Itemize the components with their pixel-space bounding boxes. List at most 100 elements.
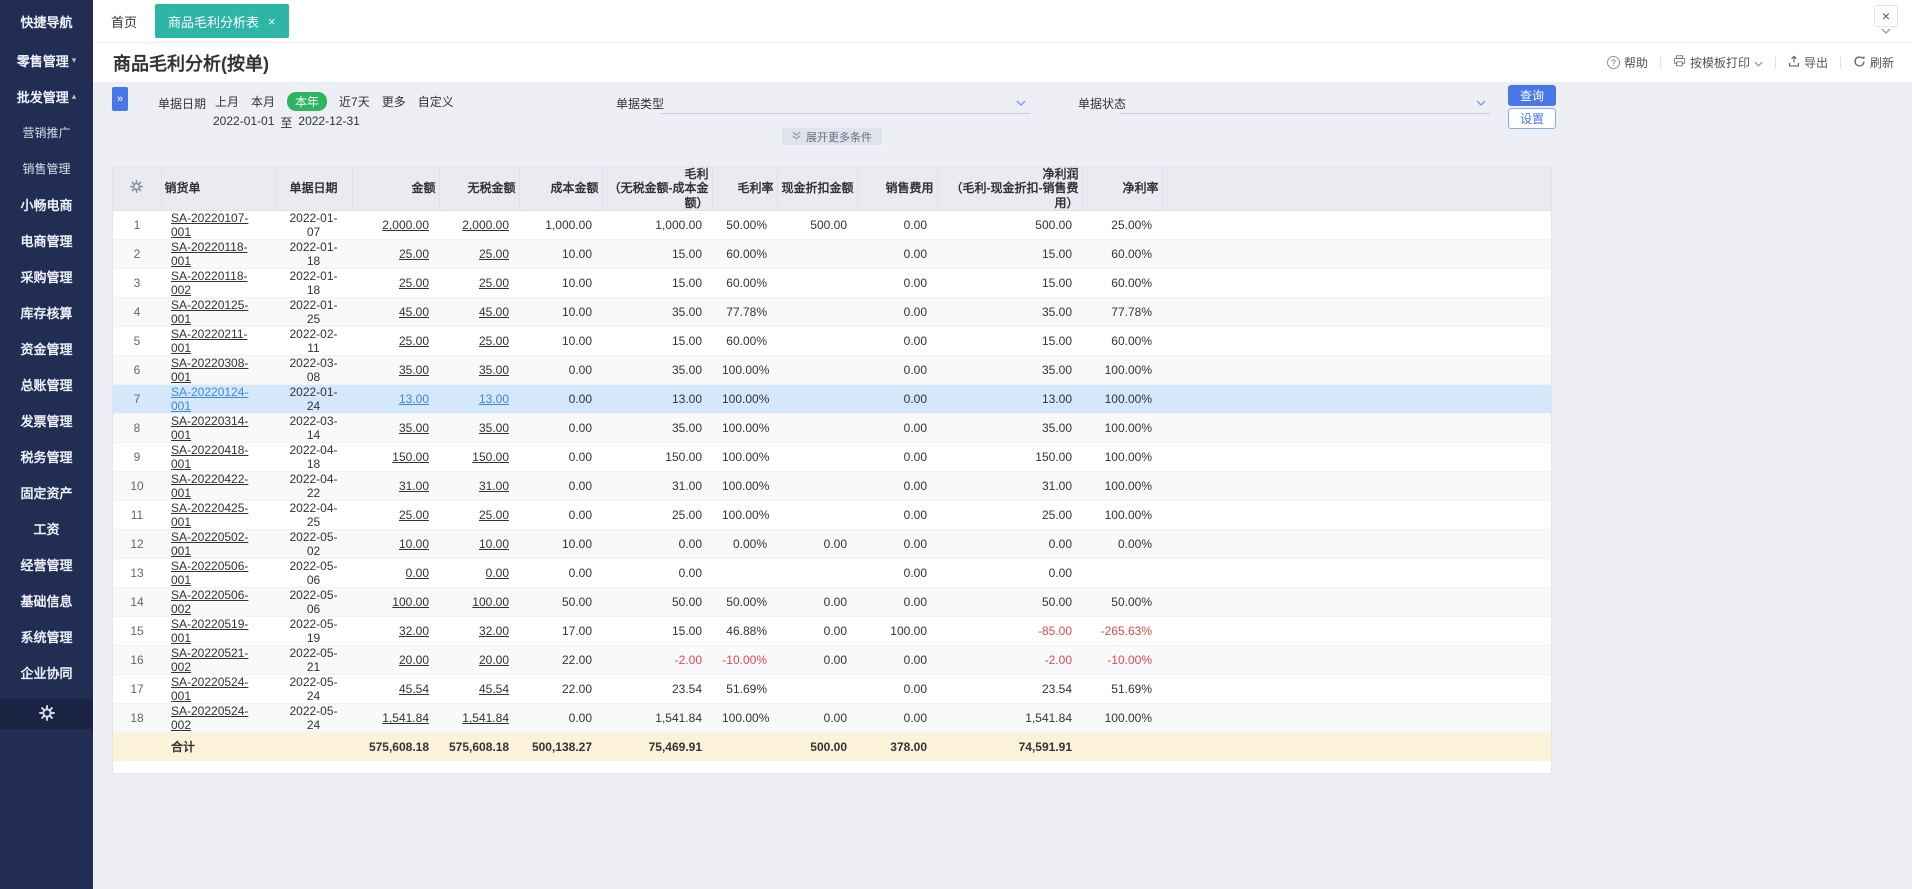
table-row[interactable]: 18 SA-20220524-002 2022-05-24 1,541.84 1,541…	[113, 703, 1551, 734]
sidebar-item-7[interactable]: 电商管理	[0, 222, 93, 258]
sidebar-item-13[interactable]: 税务管理	[0, 438, 93, 474]
order-link[interactable]: SA-20220125-001	[171, 298, 249, 327]
amount-link[interactable]: 45.54	[398, 682, 429, 697]
sidebar-settings-button[interactable]	[0, 699, 93, 729]
table-row[interactable]: 10 SA-20220422-001 2022-04-22 31.00 31.00 0.0…	[113, 471, 1551, 502]
sidebar-item-17[interactable]: 基础信息	[0, 582, 93, 618]
help-button[interactable]: ? 帮助	[1606, 54, 1648, 71]
table-row[interactable]: 2 SA-20220118-001 2022-01-18 25.00 25.00 10.0…	[113, 239, 1551, 270]
amount-link[interactable]: 25.00	[398, 247, 429, 262]
chevron-down-icon[interactable]	[1881, 28, 1891, 34]
tax-amount-link[interactable]: 35.00	[478, 363, 509, 378]
expand-more-conditions-button[interactable]: 展开更多条件	[782, 128, 882, 145]
order-link[interactable]: SA-20220418-001	[171, 443, 249, 472]
column-header[interactable]: 净利润 （毛利-现金折扣-销售费用）	[937, 167, 1083, 212]
order-link[interactable]: SA-20220314-001	[171, 414, 249, 443]
tax-amount-link[interactable]: 45.00	[478, 305, 509, 320]
sidebar-item-16[interactable]: 经营管理	[0, 546, 93, 582]
order-link[interactable]: SA-20220118-001	[171, 240, 248, 269]
tax-amount-link[interactable]: 13.00	[478, 392, 509, 407]
date-end-input[interactable]: 2022-12-31	[298, 114, 360, 128]
refresh-button[interactable]: 刷新	[1853, 54, 1894, 71]
tax-amount-link[interactable]: 45.54	[478, 682, 509, 697]
order-link[interactable]: SA-20220506-002	[171, 588, 249, 617]
quick-range-option[interactable]: 本月	[251, 95, 276, 109]
table-row[interactable]: 8 SA-20220314-001 2022-03-14 35.00 35.00 0.00…	[113, 413, 1551, 444]
sidebar-item-10[interactable]: 资金管理	[0, 330, 93, 366]
chevron-down-icon[interactable]	[1754, 56, 1763, 70]
column-header[interactable]: 销货单	[161, 167, 276, 212]
order-link[interactable]: SA-20220506-001	[171, 559, 249, 588]
amount-link[interactable]: 100.00	[392, 595, 429, 610]
sidebar-item-15[interactable]: 工资	[0, 510, 93, 546]
tax-amount-link[interactable]: 25.00	[478, 334, 509, 349]
tax-amount-link[interactable]: 150.00	[472, 450, 509, 465]
amount-link[interactable]: 150.00	[392, 450, 429, 465]
tax-amount-link[interactable]: 1,541.84	[462, 711, 509, 726]
tax-amount-link[interactable]: 2,000.00	[462, 218, 509, 233]
tax-amount-link[interactable]: 20.00	[478, 653, 509, 668]
amount-link[interactable]: 35.00	[398, 421, 429, 436]
quick-range-option[interactable]: 本年	[287, 92, 328, 111]
table-row[interactable]: 17 SA-20220524-001 2022-05-24 45.54 45.54 22.…	[113, 674, 1551, 705]
amount-link[interactable]: 35.00	[398, 363, 429, 378]
sidebar-item-12[interactable]: 发票管理	[0, 402, 93, 438]
settings-button[interactable]: 设置	[1508, 108, 1556, 129]
export-button[interactable]: 导出	[1788, 54, 1828, 71]
amount-link[interactable]: 25.00	[398, 276, 429, 291]
amount-link[interactable]: 25.00	[398, 334, 429, 349]
amount-link[interactable]: 31.00	[398, 479, 429, 494]
order-link[interactable]: SA-20220425-001	[171, 501, 249, 530]
column-header[interactable]: 销售费用	[857, 167, 938, 212]
table-row[interactable]: 13 SA-20220506-001 2022-05-06 0.00 0.00 0.00 0…	[113, 558, 1551, 589]
amount-link[interactable]: 1,541.84	[382, 711, 429, 726]
column-header[interactable]: 毛利 （无税金额-成本金额）	[602, 167, 713, 212]
table-row[interactable]: 14 SA-20220506-002 2022-05-06 100.00 100.00 5…	[113, 587, 1551, 618]
amount-link[interactable]: 13.00	[398, 392, 429, 407]
column-header[interactable]: 成本金额	[519, 167, 603, 212]
close-icon[interactable]: ×	[1874, 5, 1898, 27]
tax-amount-link[interactable]: 25.00	[478, 247, 509, 262]
sidebar-item-11[interactable]: 总账管理	[0, 366, 93, 402]
query-button[interactable]: 查询	[1508, 85, 1556, 106]
order-link[interactable]: SA-20220524-001	[171, 675, 249, 704]
sidebar-item-14[interactable]: 固定资产	[0, 474, 93, 510]
table-row[interactable]: 4 SA-20220125-001 2022-01-25 45.00 45.00 10.0…	[113, 297, 1551, 328]
document-type-select[interactable]	[660, 90, 1030, 114]
column-header[interactable]: 金额	[352, 167, 440, 212]
sidebar-item-3[interactable]: 批发管理 ▴	[0, 78, 93, 114]
sidebar-item-5[interactable]: 销售管理	[0, 150, 93, 186]
date-start-input[interactable]: 2022-01-01	[213, 114, 275, 128]
amount-link[interactable]: 45.00	[398, 305, 429, 320]
table-row[interactable]: 6 SA-20220308-001 2022-03-08 35.00 35.00 0.00…	[113, 355, 1551, 386]
order-link[interactable]: SA-20220211-001	[171, 327, 248, 356]
order-link[interactable]: SA-20220524-002	[171, 704, 249, 733]
tax-amount-link[interactable]: 32.00	[478, 624, 509, 639]
quick-range-option[interactable]: 上月	[215, 95, 240, 109]
table-row[interactable]: 3 SA-20220118-002 2022-01-18 25.00 25.00 10.0…	[113, 268, 1551, 299]
table-row[interactable]: 11 SA-20220425-001 2022-04-25 25.00 25.00 0.0…	[113, 500, 1551, 531]
amount-link[interactable]: 25.00	[398, 508, 429, 523]
table-row[interactable]: 9 SA-20220418-001 2022-04-18 150.00 150.00 0.…	[113, 442, 1551, 473]
tax-amount-link[interactable]: 25.00	[478, 508, 509, 523]
order-link[interactable]: SA-20220422-001	[171, 472, 249, 501]
sidebar-item-6[interactable]: 小畅电商	[0, 186, 93, 222]
tax-amount-link[interactable]: 25.00	[478, 276, 509, 291]
table-row[interactable]: 7 SA-20220124-001 2022-01-24 13.00 13.00 0.00…	[113, 384, 1551, 415]
table-row[interactable]: 15 SA-20220519-001 2022-05-19 32.00 32.00 17.…	[113, 616, 1551, 647]
amount-link[interactable]: 20.00	[398, 653, 429, 668]
order-link[interactable]: SA-20220308-001	[171, 356, 249, 385]
quick-range-option[interactable]: 更多	[381, 95, 406, 109]
amount-link[interactable]: 2,000.00	[382, 218, 429, 233]
order-link[interactable]: SA-20220124-001	[171, 385, 249, 414]
column-header[interactable]: 毛利率	[712, 167, 778, 212]
sidebar-item-2[interactable]: 零售管理 ▾	[0, 42, 93, 78]
sidebar-item-18[interactable]: 系统管理	[0, 618, 93, 654]
tax-amount-link[interactable]: 0.00	[485, 566, 509, 581]
sidebar-item-1[interactable]: 快捷导航	[0, 0, 93, 42]
amount-link[interactable]: 32.00	[398, 624, 429, 639]
order-link[interactable]: SA-20220107-001	[171, 211, 249, 240]
order-link[interactable]: SA-20220521-002	[171, 646, 249, 675]
tax-amount-link[interactable]: 31.00	[478, 479, 509, 494]
sidebar-item-19[interactable]: 企业协同	[0, 654, 93, 690]
